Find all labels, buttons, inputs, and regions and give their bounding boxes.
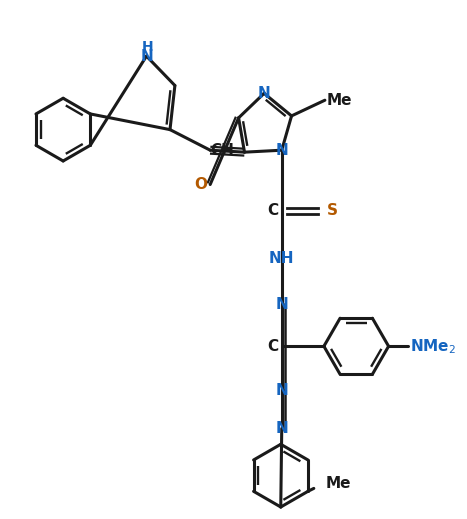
Text: C: C xyxy=(268,339,279,354)
Text: C: C xyxy=(268,203,279,218)
Text: S: S xyxy=(327,203,338,218)
Text: NH: NH xyxy=(269,251,295,266)
Text: N: N xyxy=(141,49,154,64)
Text: Me: Me xyxy=(325,476,351,491)
Text: Me: Me xyxy=(327,93,352,108)
Text: N: N xyxy=(276,296,288,311)
Text: NMe$_2$: NMe$_2$ xyxy=(410,337,456,356)
Text: CH: CH xyxy=(210,143,234,158)
Text: O: O xyxy=(194,177,207,192)
Text: N: N xyxy=(258,86,270,101)
Text: N: N xyxy=(276,383,288,398)
Text: N: N xyxy=(276,143,288,158)
Text: N: N xyxy=(276,421,288,436)
Text: H: H xyxy=(142,40,153,54)
